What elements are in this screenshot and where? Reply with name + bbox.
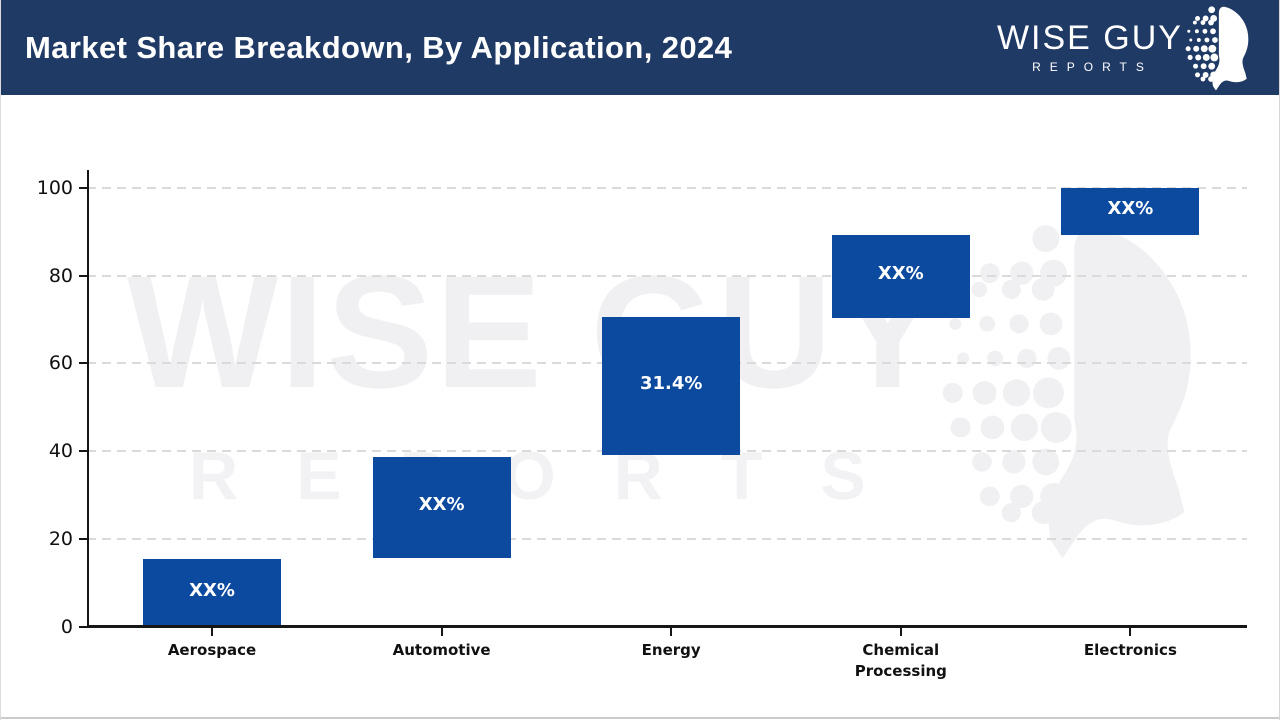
y-tick-label: 20 [48, 528, 73, 551]
x-axis-tick [670, 628, 673, 636]
brand-logo-text: WISE GUY REPORTS [997, 21, 1183, 74]
bar [831, 234, 970, 318]
x-category-label-line: Energy [641, 641, 701, 659]
brand-logo: WISE GUY REPORTS [997, 4, 1255, 92]
x-category-label: Aerospace [120, 640, 304, 661]
watermark-text: WISE GUY [127, 242, 944, 421]
x-axis-tick [899, 628, 902, 636]
x-category-label: Electronics [1038, 640, 1222, 661]
x-category-label-line: Chemical [862, 641, 940, 659]
y-gridline [87, 274, 1247, 277]
y-tick-label: 100 [36, 176, 73, 199]
y-axis-tick [79, 274, 88, 277]
y-tick-label: 40 [48, 440, 73, 463]
bar-value-label: XX% [1107, 198, 1154, 220]
bar-value-label: XX% [877, 263, 924, 285]
y-axis-tick [79, 538, 88, 541]
x-category-label-line: Automotive [392, 641, 491, 659]
y-tick-label: 60 [48, 352, 73, 375]
y-axis-tick [79, 626, 88, 628]
brand-subtitle: REPORTS [1032, 60, 1153, 74]
y-axis-tick [79, 186, 88, 189]
x-category-label-line: Electronics [1083, 641, 1177, 659]
brand-name: WISE GUY [996, 19, 1183, 57]
page-title: Market Share Breakdown, By Application, … [25, 29, 733, 65]
y-gridline [87, 538, 1247, 541]
bar [372, 456, 511, 559]
bottom-border-line [1, 717, 1279, 719]
x-category-label: Chemical Processing [809, 640, 993, 682]
bar [143, 558, 281, 627]
watermark-subtext: REPORTS [189, 438, 924, 514]
x-axis-tick [211, 628, 213, 636]
header: Market Share Breakdown, By Application, … [1, 0, 1279, 95]
x-axis-line [87, 625, 1247, 628]
x-category-label: Automotive [350, 640, 534, 661]
bar [602, 316, 741, 455]
bar-value-label: XX% [189, 579, 235, 601]
bar [1061, 187, 1200, 235]
x-axis-tick [440, 628, 443, 636]
y-axis-tick [79, 450, 88, 453]
y-axis-line [87, 170, 89, 628]
x-category-label-line: Aerospace [167, 641, 257, 659]
x-category-label-line: Processing [854, 662, 947, 680]
dotted-head-logo-icon [1171, 4, 1255, 92]
y-axis-tick [79, 362, 88, 365]
y-gridline [87, 186, 1247, 189]
bar-value-label: 31.4% [639, 372, 703, 394]
y-tick-label: 80 [48, 264, 73, 287]
bar-value-label: XX% [418, 494, 465, 516]
x-axis-tick [1129, 628, 1132, 636]
x-category-label: Energy [579, 640, 763, 661]
y-tick-label: 0 [60, 616, 73, 638]
